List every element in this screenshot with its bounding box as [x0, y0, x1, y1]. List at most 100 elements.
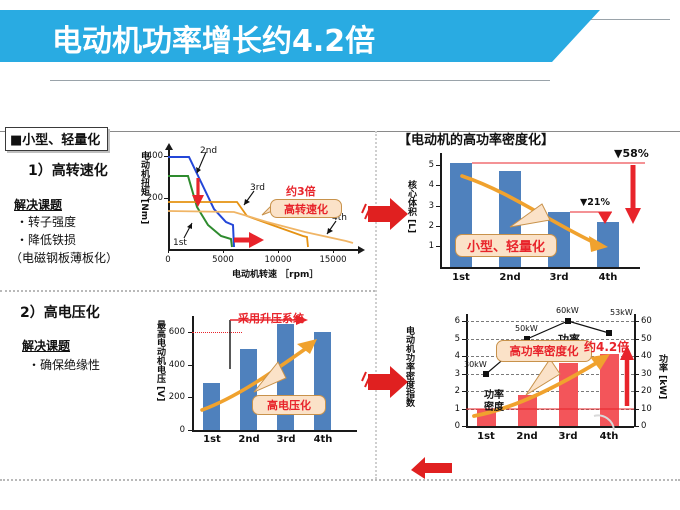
chart3-x-axis	[440, 267, 640, 269]
chart1-xlabel-0: 0	[165, 255, 171, 265]
chart1-y-arrow-icon	[164, 143, 173, 150]
chart4-ylabelR-30: 30	[641, 369, 652, 379]
chart4-bar-3rd	[559, 363, 578, 426]
chart3-xcat-3rd: 3rd	[549, 272, 569, 283]
chart1-x-arrow-icon	[358, 245, 365, 254]
chart4-ylabelR-0: 0	[641, 421, 647, 431]
right-panel-title: 【电动机的高功率密度化】	[398, 133, 555, 148]
chart2-ylabel-600: 600	[168, 327, 185, 337]
chart3-ytick-2	[436, 226, 441, 228]
chart1-series-label-3rd: 3rd	[250, 183, 265, 193]
chart1-series-label-2nd: 2nd	[200, 146, 218, 156]
chart4-marker-1st	[483, 371, 489, 377]
chart4-ylabelR-50: 50	[641, 334, 652, 344]
chart4-ylabelR-40: 40	[641, 351, 652, 361]
chart4-gridline-6	[466, 321, 634, 322]
chart4-ytick-5	[462, 339, 467, 341]
chart4-gridline-5	[466, 339, 634, 340]
chart4-ylabelR-10: 10	[641, 404, 652, 414]
chart3-ylabel-4: 4	[428, 180, 434, 190]
chart4-ytickR-30	[634, 374, 639, 376]
chart3-bar-4th	[597, 222, 619, 267]
chart1-xtick-5000	[223, 249, 225, 253]
chart4-ylabel-3: 3	[454, 369, 460, 379]
chart3-overlays	[460, 162, 645, 252]
chart1-series-label-4th: 4th	[332, 213, 347, 223]
chart1-curves	[167, 151, 354, 248]
chart2-ylabel-0: 0	[179, 425, 185, 435]
chart4-bar-4th	[600, 354, 619, 426]
chart3-annotation-21pct: ▼21%	[580, 197, 611, 208]
task-header-2: 解决课题	[22, 339, 71, 353]
chart4-ytick-1	[462, 409, 467, 411]
divider-vertical	[375, 131, 377, 479]
chart3-callout-compact-lightweight: 小型、轻量化	[455, 234, 557, 257]
chart4-datalabel-3rd: 60kW	[556, 306, 579, 315]
chart2-xcat-1st: 1st	[203, 434, 221, 445]
chart2-ytick-0	[188, 430, 193, 432]
chart2-xcat-4th: 4th	[313, 434, 333, 445]
chart4-datalabel-2nd: 50kW	[515, 324, 538, 333]
chart3-annotation-58pct: ▼58%	[614, 147, 649, 160]
chart3-ylabel-1: 1	[428, 241, 434, 251]
task-item-1-2: （电磁钢板薄板化）	[10, 251, 119, 265]
chart4-datalabel-1st: 30kW	[464, 360, 487, 369]
chart2-ylabel-400: 400	[168, 360, 185, 370]
chart4-y-axis-title-right: 功率 [kW]	[657, 354, 667, 400]
task-item-1-0: ・转子强度	[16, 215, 77, 229]
chart4-xcat-1st: 1st	[477, 431, 495, 442]
chart1-callout-high-speed: 高转速化	[270, 199, 342, 218]
chart4-marker-3rd	[565, 318, 571, 324]
chart2-y-axis-title: 最高电动机电压 [V]	[155, 320, 165, 402]
task-header-1: 解决课题	[14, 198, 63, 212]
chart4-ytick-6	[462, 321, 467, 323]
banner-shape	[0, 10, 600, 62]
chart4-ytickR-60	[634, 321, 639, 323]
chart4-ytickR-20	[634, 391, 639, 393]
chart4-marker-2nd	[524, 336, 530, 342]
chart1-y-axis	[168, 149, 170, 249]
chart3-xcat-2nd: 2nd	[499, 272, 521, 283]
chart3-ytick-1	[436, 246, 441, 248]
chart4-legend-power-density-line2: 密度	[484, 402, 504, 413]
chart4-y-axis-right	[634, 314, 636, 426]
section-header-compact-lightweight: ■小型、轻量化	[5, 127, 109, 151]
chart4-annotation-4-2x: 约4.2倍	[584, 340, 630, 354]
chart4-xcat-4th: 4th	[599, 431, 619, 442]
chart3-ylabel-2: 2	[428, 221, 434, 231]
chart4-y-axis-title: 电动机功率密度指数	[404, 326, 414, 407]
chart2-ytick-200	[188, 397, 193, 399]
chart2-callout-high-voltage: 高电压化	[252, 395, 326, 415]
divider-bottom	[0, 479, 680, 481]
chart1-xtick-0	[168, 249, 170, 253]
chart3-xcat-1st: 1st	[452, 272, 470, 283]
chart-torque-speed: 电动机扭矩 [Nm] 400 200 0 5000 10000 15000 电动…	[139, 143, 375, 290]
chart1-ylabel-200: 200	[146, 193, 163, 203]
chart4-ytick-3	[462, 374, 467, 376]
chart4-xcat-3rd: 3rd	[558, 431, 578, 442]
chart4-ytickR-0	[634, 426, 639, 428]
chart-power-density: 电动机功率密度指数 功率 [kW] 0 1 2 3 4 5 6 0 10 20	[398, 306, 673, 472]
chart4-ytickR-40	[634, 356, 639, 358]
chart4-x-axis	[466, 426, 634, 428]
chart3-ytick-5	[436, 165, 441, 167]
chart1-xtick-15000	[333, 249, 335, 253]
chart1-ylabel-400: 400	[146, 151, 163, 161]
chart4-marker-4th	[606, 330, 612, 336]
divider-left-middle	[0, 290, 375, 292]
chart1-x-axis-title: 电动机转速 ［rpm］	[232, 270, 319, 280]
chart3-ytick-3	[436, 206, 441, 208]
chart3-xcat-4th: 4th	[598, 272, 618, 283]
chart1-xlabel-15000: 15000	[319, 255, 347, 265]
chart3-y-axis	[440, 153, 442, 267]
chart4-gridline-2	[466, 391, 634, 392]
chart-max-voltage: 最高电动机电压 [V] 0 200 400 600 1st 2nd 3rd 4t…	[150, 312, 375, 462]
page-title: 电动机功率增长约4.2倍	[52, 24, 376, 59]
chart1-xtick-10000	[278, 249, 280, 253]
chart2-xcat-3rd: 3rd	[276, 434, 296, 445]
chart4-ytick-4	[462, 356, 467, 358]
chart2-y-axis	[192, 316, 194, 430]
task-item-1-1: ・降低铁损	[16, 233, 77, 247]
subsection-title-high-speed: 1）高转速化	[28, 163, 108, 179]
